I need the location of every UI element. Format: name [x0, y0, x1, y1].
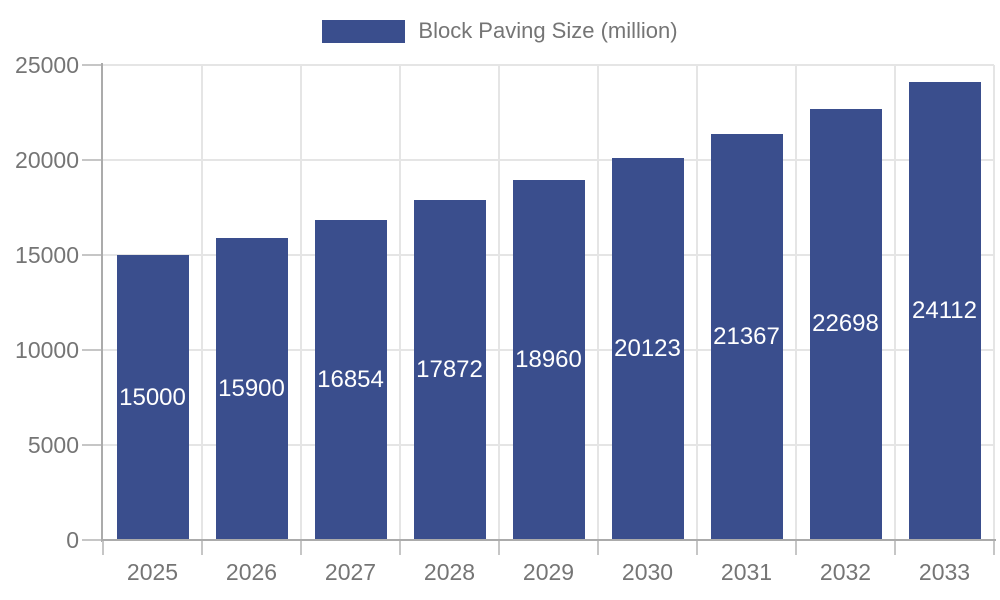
- x-axis-tick: [993, 541, 995, 555]
- plot-area: 15000 15900 16854 17872 18960 20123 21367 22698…: [103, 64, 995, 540]
- x-axis-line: [101, 539, 996, 541]
- y-axis-tick: [82, 539, 101, 541]
- y-axis-tick-label: 20000: [15, 147, 79, 173]
- x-axis-category-label: 2029: [522, 559, 575, 585]
- y-axis-tick-label: 15000: [15, 242, 79, 268]
- gridline-vertical: [696, 65, 698, 540]
- gridline-vertical: [993, 65, 995, 540]
- bar-value-label: 15000: [119, 383, 186, 411]
- bar-value-label: 18960: [515, 345, 582, 373]
- x-axis-category-label: 2026: [225, 559, 278, 585]
- gridline-vertical: [498, 65, 500, 540]
- bar-value-label: 21367: [713, 323, 780, 351]
- y-axis-tick: [82, 349, 101, 351]
- x-axis-category-label: 2025: [126, 559, 179, 585]
- bar-2030: 20123: [611, 157, 684, 540]
- gridline-vertical: [795, 65, 797, 540]
- bar-2032: 22698: [809, 108, 882, 540]
- gridline-vertical: [894, 65, 896, 540]
- y-axis-tick: [82, 444, 101, 446]
- legend-swatch: [322, 19, 406, 43]
- gridline-horizontal: [103, 64, 994, 66]
- bar-value-label: 20123: [614, 334, 681, 362]
- x-axis-tick: [597, 541, 599, 555]
- x-axis-category-label: 2033: [918, 559, 971, 585]
- x-axis-category-label: 2031: [720, 559, 773, 585]
- gridline-vertical: [597, 65, 599, 540]
- x-axis-tick: [894, 541, 896, 555]
- bar-2026: 15900: [215, 237, 288, 540]
- legend-label: Block Paving Size (million): [418, 18, 678, 43]
- gridline-vertical: [399, 65, 401, 540]
- y-axis-line: [101, 63, 103, 542]
- x-axis-category-label: 2028: [423, 559, 476, 585]
- bar-2027: 16854: [314, 219, 387, 540]
- x-axis-category-label: 2030: [621, 559, 674, 585]
- bar-2031: 21367: [710, 134, 783, 540]
- gridline-vertical: [300, 65, 302, 540]
- y-axis-tick-label: 0: [66, 527, 79, 553]
- bar-value-label: 24112: [912, 296, 977, 324]
- x-axis-tick: [498, 541, 500, 555]
- y-axis-tick-label: 10000: [15, 337, 79, 363]
- y-axis-tick: [82, 159, 101, 161]
- bar-value-label: 16854: [317, 365, 384, 393]
- x-axis-tick: [399, 541, 401, 555]
- bar-value-label: 15900: [218, 374, 285, 402]
- gridline-vertical: [201, 65, 203, 540]
- y-axis-tick: [82, 254, 101, 256]
- bar-2025: 15000: [116, 255, 189, 540]
- bar-value-label: 17872: [416, 356, 483, 384]
- x-axis-tick: [795, 541, 797, 555]
- x-axis-tick: [300, 541, 302, 555]
- x-axis-tick: [696, 541, 698, 555]
- x-axis-category-label: 2027: [324, 559, 377, 585]
- bar-2029: 18960: [512, 179, 585, 540]
- y-axis-tick: [82, 64, 101, 66]
- bar-2033: 24112: [908, 81, 981, 540]
- y-axis-tick-label: 5000: [27, 432, 79, 458]
- gridline-horizontal: [103, 159, 994, 161]
- x-axis-category-label: 2032: [819, 559, 872, 585]
- legend: Block Paving Size (million): [0, 17, 1000, 45]
- bar-value-label: 22698: [812, 310, 879, 338]
- x-axis-tick: [201, 541, 203, 555]
- bar-2028: 17872: [413, 200, 486, 540]
- y-axis-tick-label: 25000: [15, 52, 79, 78]
- x-axis-tick: [102, 541, 104, 555]
